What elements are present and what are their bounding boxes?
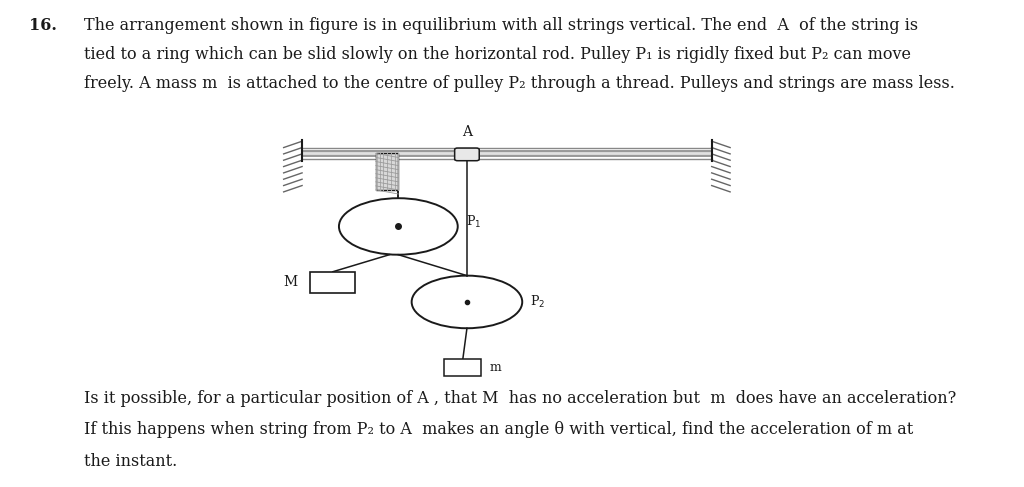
- Bar: [310, 272, 355, 293]
- Text: A: A: [462, 125, 472, 139]
- Text: The arrangement shown in figure is in equilibrium with all strings vertical. The: The arrangement shown in figure is in eq…: [84, 17, 919, 34]
- Text: M: M: [284, 276, 298, 289]
- Text: P$_2$: P$_2$: [530, 294, 546, 310]
- Bar: [376, 153, 398, 190]
- Text: If this happens when string from P₂ to A  makes an angle θ with vertical, find t: If this happens when string from P₂ to A…: [84, 421, 913, 438]
- Text: tied to a ring which can be slid slowly on the horizontal rod. Pulley P₁ is rigi: tied to a ring which can be slid slowly …: [84, 46, 911, 63]
- Text: m: m: [489, 361, 501, 374]
- FancyBboxPatch shape: [455, 148, 479, 161]
- Text: the instant.: the instant.: [84, 453, 177, 470]
- Text: P$_1$: P$_1$: [466, 213, 481, 230]
- Text: freely. A mass m  is attached to the centre of pulley P₂ through a thread. Pulle: freely. A mass m is attached to the cent…: [84, 75, 954, 93]
- Bar: [444, 359, 481, 376]
- Text: Is it possible, for a particular position of A , that M  has no acceleration but: Is it possible, for a particular positio…: [84, 390, 956, 407]
- Text: 16.: 16.: [29, 17, 56, 34]
